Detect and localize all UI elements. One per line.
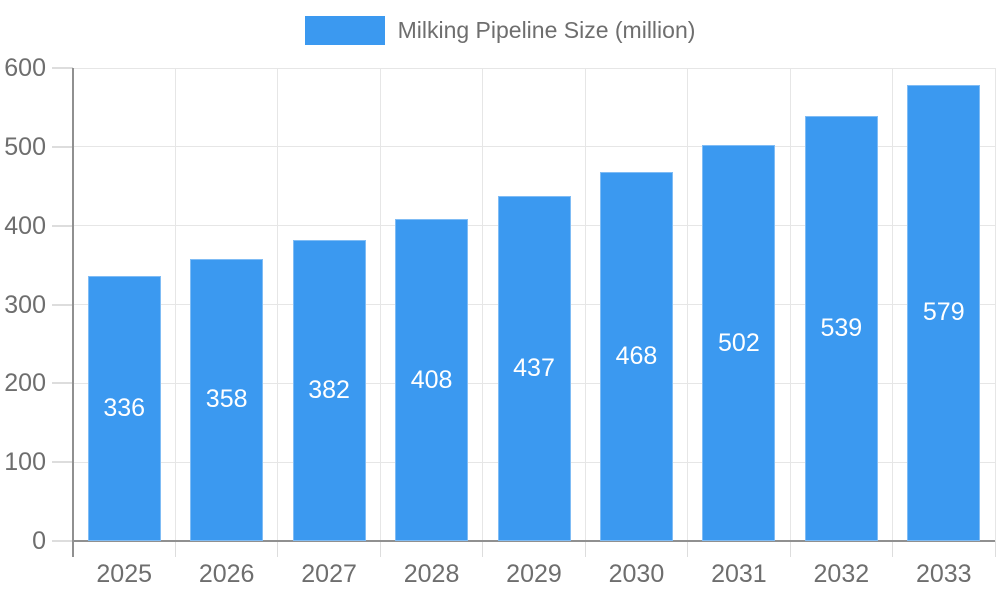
y-tick-label: 600 xyxy=(4,54,46,82)
x-tick-label: 2027 xyxy=(301,560,357,588)
y-tick-label: 400 xyxy=(4,211,46,240)
y-tick-label: 300 xyxy=(4,290,46,319)
bar-value-label: 437 xyxy=(513,354,555,383)
y-tick-label: 0 xyxy=(32,527,46,555)
legend-swatch xyxy=(304,16,385,45)
bar-value-label: 358 xyxy=(205,385,248,414)
x-tick-stub xyxy=(994,541,996,557)
bar-2031[interactable]: 502 xyxy=(702,145,776,541)
bar-2028[interactable]: 408 xyxy=(395,219,469,541)
gridline-v xyxy=(174,68,176,541)
legend[interactable]: Milking Pipeline Size (million) xyxy=(0,16,1000,45)
y-tick-mark xyxy=(52,145,73,148)
gridline-v xyxy=(277,68,279,541)
gridline-v xyxy=(687,68,689,541)
x-tick-stub xyxy=(277,541,279,557)
x-tick-label: 2028 xyxy=(403,560,460,588)
x-tick-label: 2026 xyxy=(198,560,255,588)
x-tick-label: 2033 xyxy=(915,560,972,588)
bar-value-label: 336 xyxy=(103,394,146,423)
bar-value-label: 539 xyxy=(820,314,863,343)
x-tick-label: 2032 xyxy=(813,560,870,588)
y-tick-mark xyxy=(52,461,73,464)
gridline-v xyxy=(789,68,791,541)
x-tick-stub xyxy=(482,541,484,557)
bar-value-label: 502 xyxy=(718,328,760,357)
x-axis-line xyxy=(73,540,995,542)
bar-2032[interactable]: 539 xyxy=(804,116,878,541)
y-tick-mark xyxy=(52,382,73,385)
bar-2029[interactable]: 437 xyxy=(497,196,571,541)
y-tick-label: 100 xyxy=(4,448,46,477)
gridline-v xyxy=(994,68,996,541)
bar-value-label: 579 xyxy=(922,298,965,327)
x-tick-stub xyxy=(892,541,894,557)
x-tick-stub xyxy=(174,541,176,557)
gridline-h xyxy=(73,146,995,148)
x-tick-label: 2029 xyxy=(506,560,562,588)
bar-value-label: 382 xyxy=(308,375,350,404)
y-tick-mark xyxy=(52,540,73,542)
x-tick-stub xyxy=(687,541,689,557)
bar-2033[interactable]: 579 xyxy=(907,84,981,541)
y-axis-line xyxy=(72,68,74,557)
bar-2026[interactable]: 358 xyxy=(190,258,264,541)
gridline-h xyxy=(73,67,995,69)
y-tick-label: 500 xyxy=(4,132,46,161)
bar-value-label: 468 xyxy=(615,342,658,371)
y-tick-label: 200 xyxy=(4,369,46,398)
bar-value-label: 408 xyxy=(410,365,453,394)
gridline-v xyxy=(584,68,586,541)
legend-label: Milking Pipeline Size (million) xyxy=(397,17,696,43)
x-tick-label: 2031 xyxy=(711,560,767,588)
x-tick-label: 2025 xyxy=(96,560,153,588)
y-tick-mark xyxy=(52,303,73,306)
y-tick-mark xyxy=(52,224,73,227)
bar-2027[interactable]: 382 xyxy=(292,239,366,541)
x-tick-stub xyxy=(789,541,791,557)
x-tick-stub xyxy=(379,541,381,557)
gridline-v xyxy=(892,68,894,541)
bar-2025[interactable]: 336 xyxy=(87,276,161,541)
bar-2030[interactable]: 468 xyxy=(599,172,673,541)
x-tick-label: 2030 xyxy=(608,560,665,588)
x-tick-stub xyxy=(584,541,586,557)
y-tick-mark xyxy=(52,67,73,69)
gridline-v xyxy=(482,68,484,541)
gridline-v xyxy=(379,68,381,541)
